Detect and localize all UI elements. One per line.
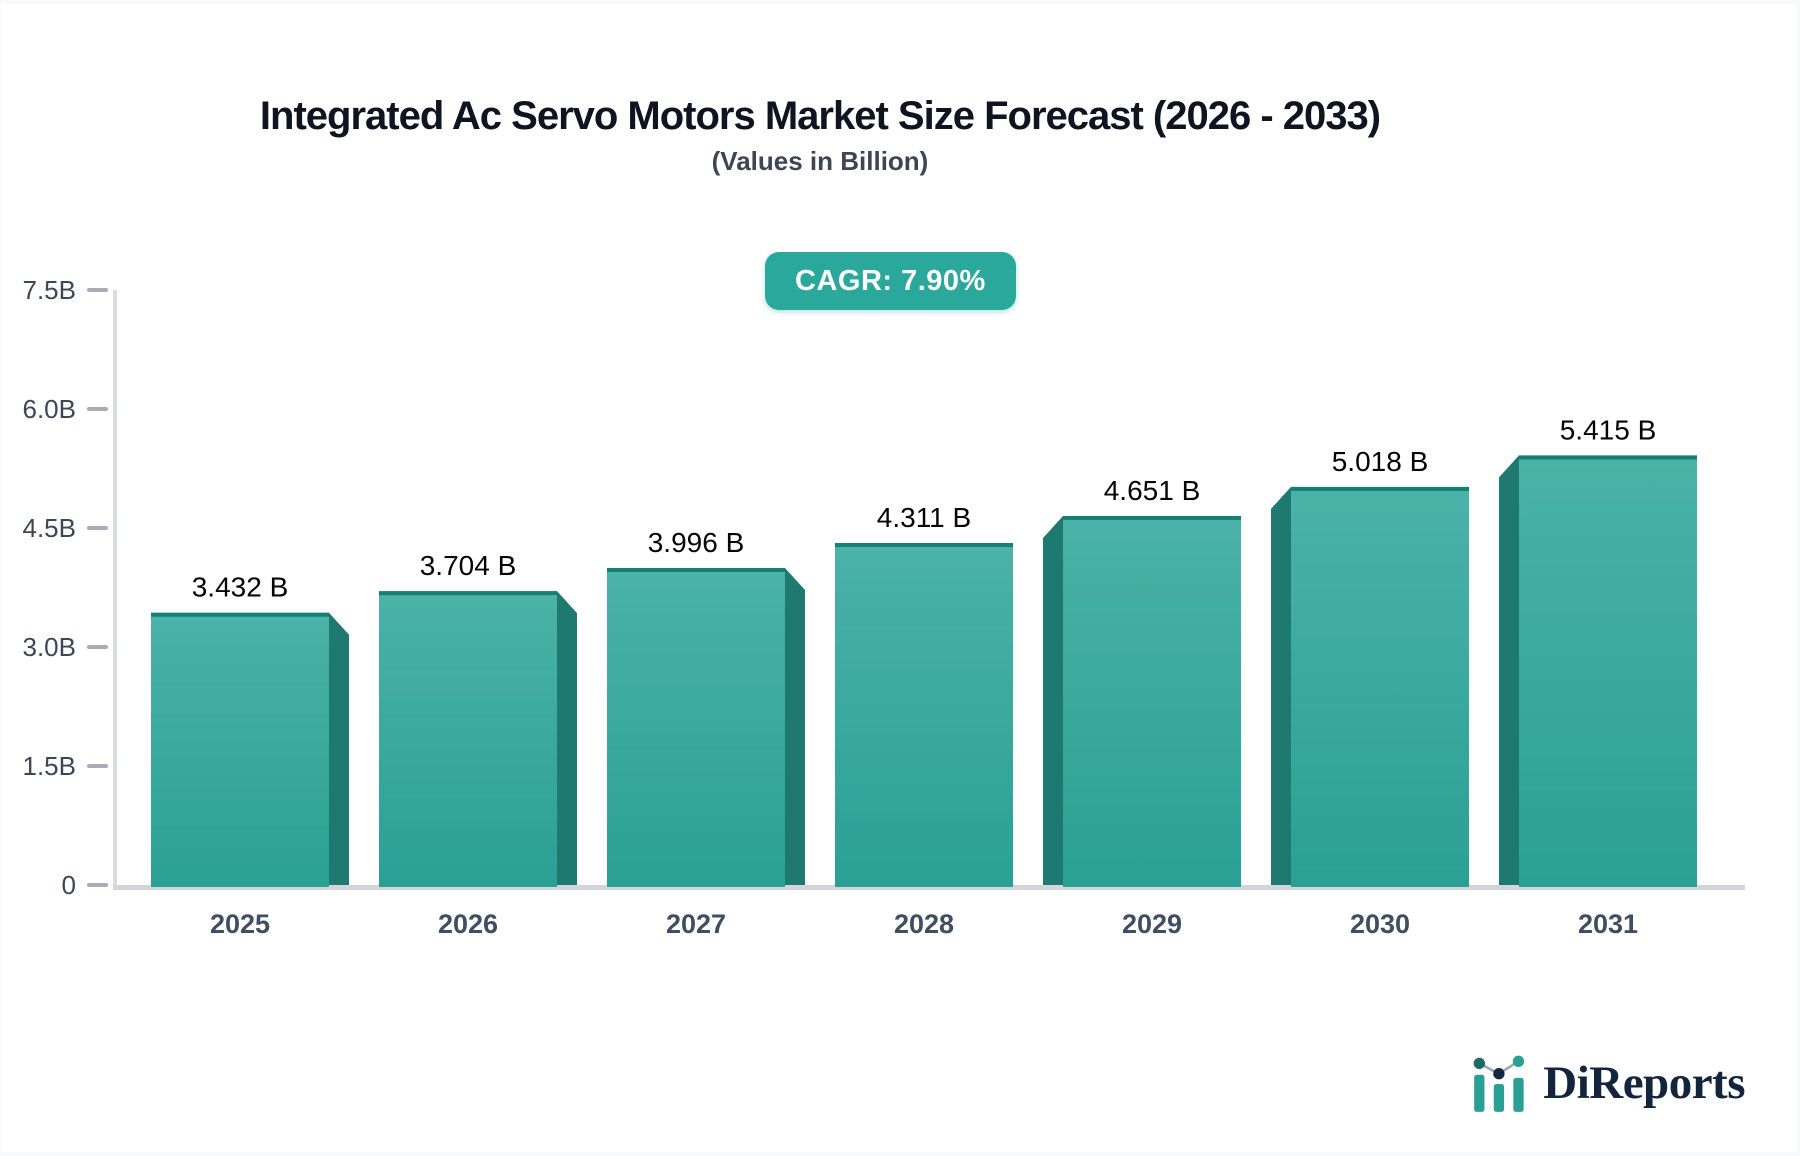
bar-top-edge [151,612,329,617]
bar [835,542,1013,887]
bar-value-label: 5.018 B [1332,446,1429,477]
y-tick [87,883,108,887]
bar [379,591,557,887]
bar [607,567,785,887]
bar-value-label: 4.311 B [877,502,971,533]
x-tick-label: 2028 [894,909,954,939]
y-axis-line [113,290,117,889]
bar-3d-side [785,567,805,885]
y-tick [87,288,108,292]
x-tick-label: 2027 [666,909,726,939]
chart-title: Integrated Ac Servo Motors Market Size F… [259,94,1381,138]
bar-top-edge [1291,486,1469,491]
y-tick [87,526,108,530]
y-tick-label: 3.0B [23,632,77,662]
bar-value-label: 3.704 B [420,550,517,581]
bar [1063,516,1241,887]
y-tick [87,764,108,768]
bar-3d-side [1043,516,1063,885]
y-tick-label: 1.5B [23,751,77,781]
cagr-badge: CAGR: 7.90% [765,252,1016,310]
x-axis-baseline [113,885,1745,890]
bar-top-edge [607,567,785,572]
x-tick-label: 2029 [1122,909,1182,939]
bar [1519,455,1697,887]
bar [151,612,329,887]
bar-top-edge [1063,516,1241,521]
y-tick [87,645,108,649]
bar-top-edge [1519,455,1697,460]
bar-3d-side [1271,486,1291,885]
y-tick-label: 7.5B [23,275,77,305]
bar-value-label: 5.415 B [1560,414,1657,445]
bar-3d-side [1499,455,1519,885]
y-tick-label: 0 [62,870,76,900]
x-tick-label: 2026 [438,909,498,939]
y-tick-label: 4.5B [23,513,77,543]
brand-logo-text: DiReports [1543,1057,1745,1109]
bar-value-label: 4.651 B [1104,475,1201,506]
mini-bar-chart-icon [1473,1055,1525,1112]
bar [1291,486,1469,887]
x-tick-label: 2031 [1578,909,1638,939]
bar-top-edge [835,542,1013,547]
bar-3d-side [557,591,577,885]
bar-3d-side [329,612,349,885]
bar-value-label: 3.432 B [192,572,289,603]
y-tick [87,407,108,411]
chart-subtitle: (Values in Billion) [711,146,929,176]
bar-top-edge [379,591,557,596]
y-tick-label: 6.0B [23,394,77,424]
x-tick-label: 2025 [210,909,270,939]
bar-value-label: 3.996 B [648,527,745,558]
brand-logo: DiReports [1471,1050,1745,1116]
x-tick-label: 2030 [1350,909,1410,939]
